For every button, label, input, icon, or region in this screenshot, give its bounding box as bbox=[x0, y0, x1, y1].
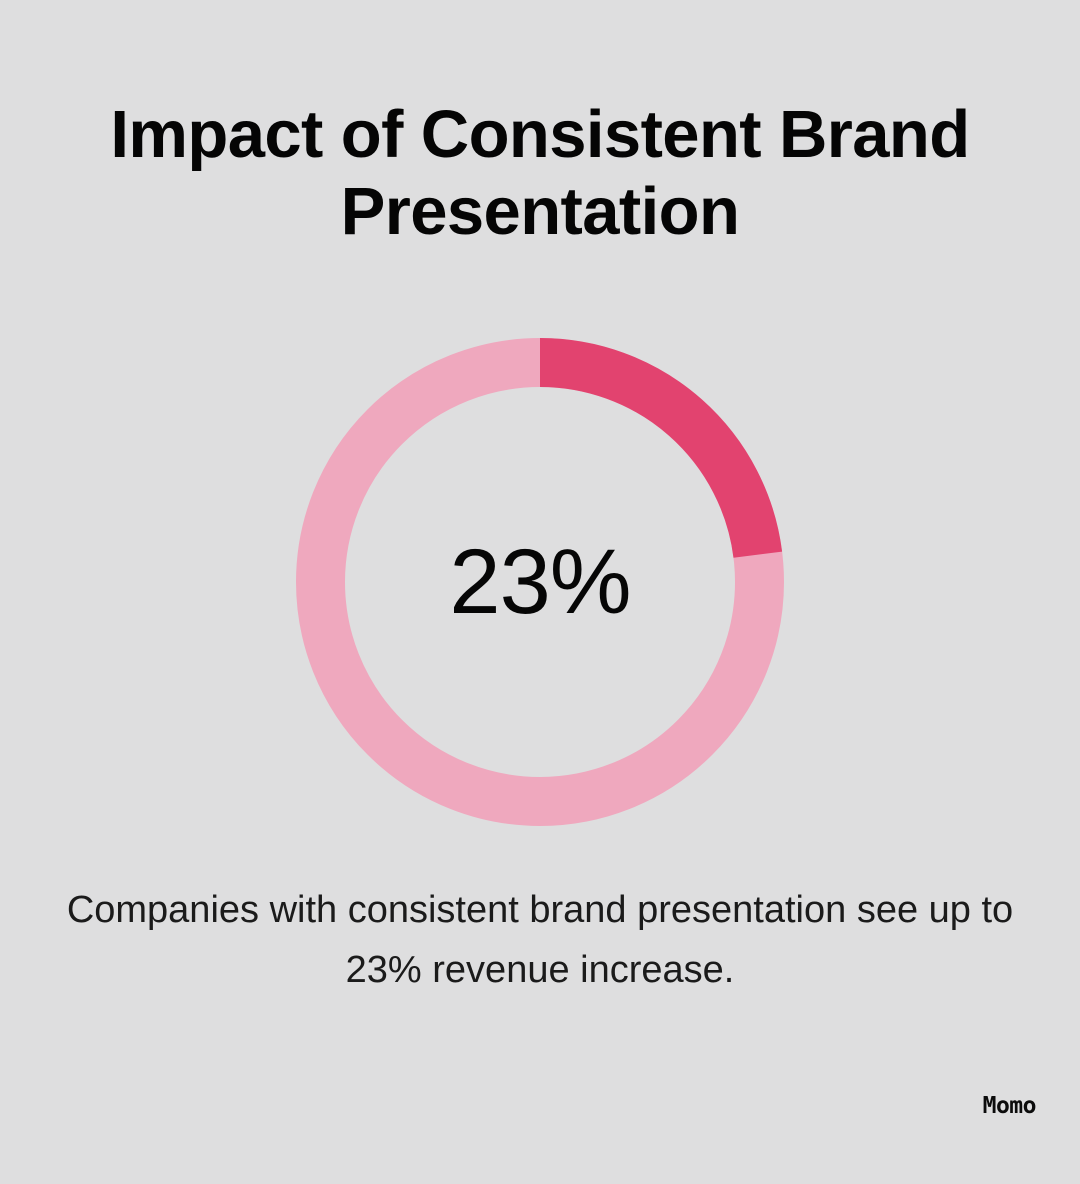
page-title: Impact of Consistent Brand Presentation bbox=[110, 97, 970, 250]
chart-area: 23% bbox=[0, 338, 1080, 828]
title-block: Impact of Consistent Brand Presentation bbox=[0, 96, 1080, 250]
watermark-label: Momo bbox=[982, 1093, 1037, 1119]
donut-chart: 23% bbox=[296, 338, 784, 826]
donut-chart-svg bbox=[296, 338, 784, 826]
caption-text: Companies with consistent brand presenta… bbox=[66, 889, 1014, 992]
caption-block: Companies with consistent brand presenta… bbox=[0, 880, 1080, 1000]
donut-value-arc bbox=[296, 338, 784, 826]
